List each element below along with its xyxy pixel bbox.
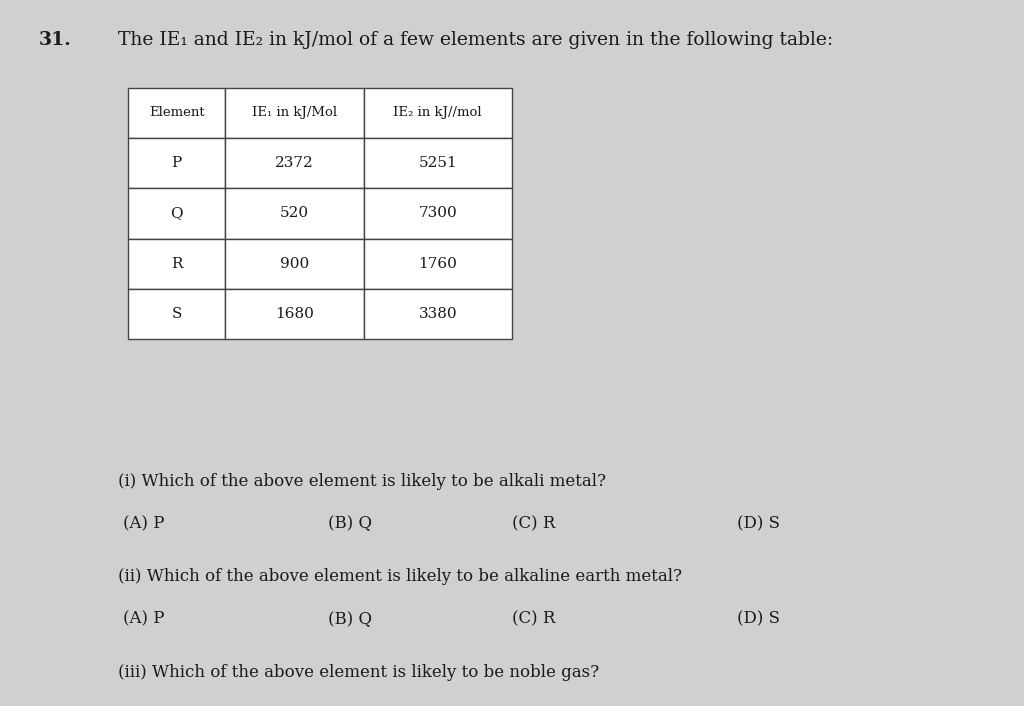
Bar	[225, 239, 364, 289]
Text: 1680: 1680	[275, 307, 313, 321]
Bar	[225, 289, 364, 339]
Bar	[364, 289, 512, 339]
Bar	[225, 189, 364, 239]
Text: (D) S: (D) S	[737, 611, 780, 628]
Bar	[364, 189, 512, 239]
Text: (i) Which of the above element is likely to be alkali metal?: (i) Which of the above element is likely…	[118, 473, 606, 490]
Bar	[364, 138, 512, 189]
Text: (iii) Which of the above element is likely to be noble gas?: (iii) Which of the above element is like…	[118, 664, 599, 681]
Text: 900: 900	[280, 257, 309, 270]
Text: (B) Q: (B) Q	[328, 515, 372, 532]
Text: (C) R: (C) R	[512, 611, 555, 628]
Bar	[128, 138, 225, 189]
Text: IE₁ in kJ/Mol: IE₁ in kJ/Mol	[252, 106, 337, 119]
Text: 7300: 7300	[419, 206, 457, 220]
Text: (A) P: (A) P	[123, 515, 165, 532]
Text: 3380: 3380	[419, 307, 457, 321]
Bar	[128, 289, 225, 339]
Text: (ii) Which of the above element is likely to be alkaline earth metal?: (ii) Which of the above element is likel…	[118, 568, 682, 585]
Text: P: P	[171, 156, 182, 170]
Text: 31.: 31.	[39, 30, 72, 49]
Text: 1760: 1760	[419, 257, 457, 270]
Text: 520: 520	[280, 206, 309, 220]
Text: (C) R: (C) R	[512, 515, 555, 532]
Text: (A) P: (A) P	[123, 611, 165, 628]
Text: (B) Q: (B) Q	[328, 611, 372, 628]
Bar	[364, 239, 512, 289]
Bar	[128, 189, 225, 239]
Text: R: R	[171, 257, 182, 270]
Bar	[225, 138, 364, 189]
Bar	[128, 88, 225, 138]
Text: The IE₁ and IE₂ in kJ/mol of a few elements are given in the following table:: The IE₁ and IE₂ in kJ/mol of a few eleme…	[118, 30, 833, 49]
Bar	[364, 88, 512, 138]
Text: 5251: 5251	[419, 156, 457, 170]
Text: Element: Element	[148, 106, 205, 119]
Text: Q: Q	[170, 206, 183, 220]
Text: 2372: 2372	[275, 156, 313, 170]
Text: (D) S: (D) S	[737, 515, 780, 532]
Bar	[128, 239, 225, 289]
Text: S: S	[171, 307, 182, 321]
Text: IE₂ in kJ//mol: IE₂ in kJ//mol	[393, 106, 482, 119]
Bar	[225, 88, 364, 138]
